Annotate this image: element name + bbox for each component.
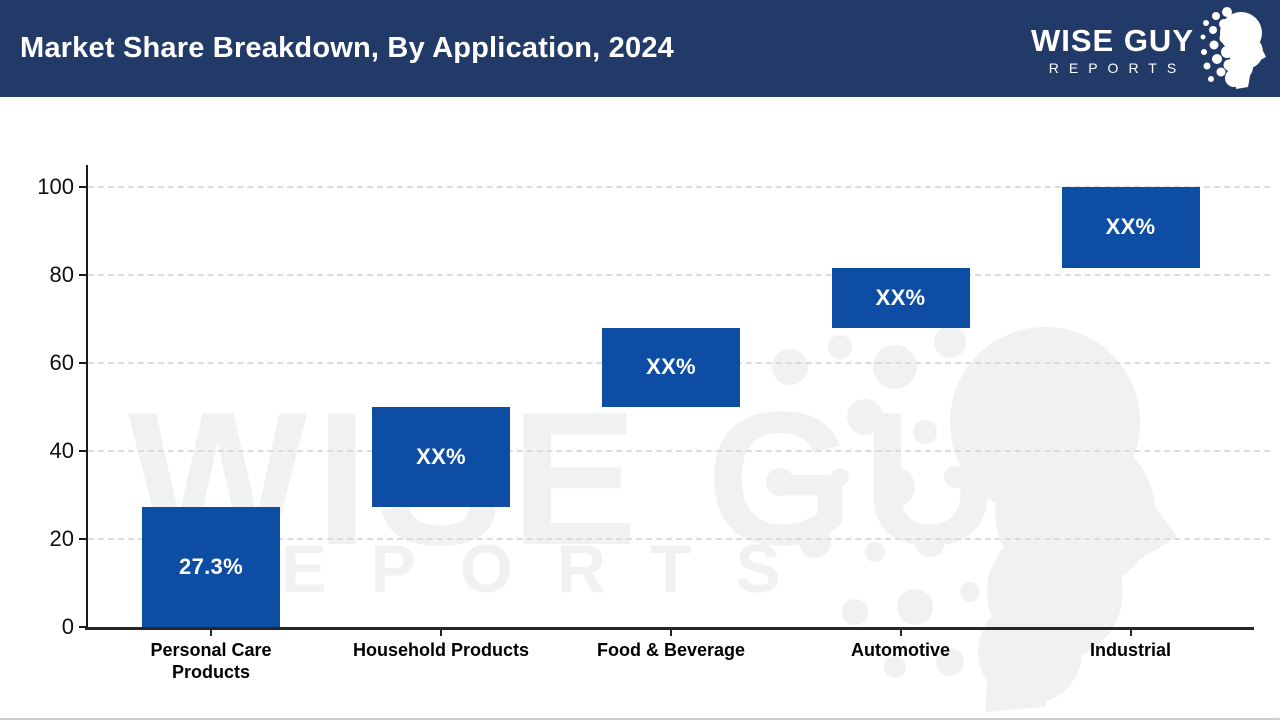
bar-automotive: XX% [831,267,970,328]
bar-value-label: XX% [1105,214,1156,240]
y-tick-label-100: 100 [37,174,74,199]
bar-food-beverage: XX% [602,327,740,407]
x-tick-mark-2 [670,627,672,636]
y-tick-mark-80 [79,274,88,276]
y-tick-label-40: 40 [49,438,74,463]
gridline-80 [88,274,1270,276]
x-axis-spine [85,627,1254,630]
logo-wordmark: WISE GUY [1030,23,1194,59]
y-tick-mark-60 [79,362,88,364]
bar-value-label: XX% [875,284,926,310]
x-tick-label-0: Personal Care Products [150,640,272,682]
gridline-100 [88,186,1270,188]
x-tick-label-1: Household Products [352,640,529,660]
watermark-subtext: REPORTS [188,531,825,607]
watermark-head-profile [766,326,1177,712]
header: Market Share Breakdown, By Application, … [0,0,1280,97]
y-tick-mark-20 [79,538,88,540]
x-tick-label-3: Automotive [851,640,950,660]
x-tick-mark-0 [210,627,212,636]
bar-value-label: 27.3% [179,553,243,579]
x-tick-mark-1 [440,627,442,636]
bar-value-label: XX% [646,354,696,380]
y-tick-label-60: 60 [49,350,74,375]
gridline-40 [88,450,1270,452]
bar-household-products: XX% [372,407,510,507]
bar-personal-care-products: 27.3% [142,506,280,627]
x-tick-label-2: Food & Beverage [596,640,746,660]
y-tick-label-80: 80 [49,262,74,287]
x-tick-mark-3 [899,627,902,636]
chart-title: Market Share Breakdown, By Application, … [20,32,674,64]
bar-industrial: XX% [1061,187,1200,268]
y-axis-spine [86,165,88,629]
logo-subtext: REPORTS [1048,59,1187,76]
logo-text: WISE GUY REPORTS [1031,25,1194,76]
y-tick-mark-40 [79,450,88,452]
bar-value-label: XX% [416,443,466,469]
x-tick-mark-4 [1129,627,1132,636]
y-tick-mark-100 [79,186,88,188]
y-tick-label-20: 20 [49,526,74,551]
gridline-20 [88,538,1270,540]
y-tick-label-0: 0 [61,614,74,639]
wise-guy-logo: WISE GUY REPORTS [1031,0,1266,97]
y-tick-mark-0 [79,626,88,628]
x-tick-label-4: Industrial [1089,640,1171,660]
logo-head-profile-icon [1200,6,1266,89]
